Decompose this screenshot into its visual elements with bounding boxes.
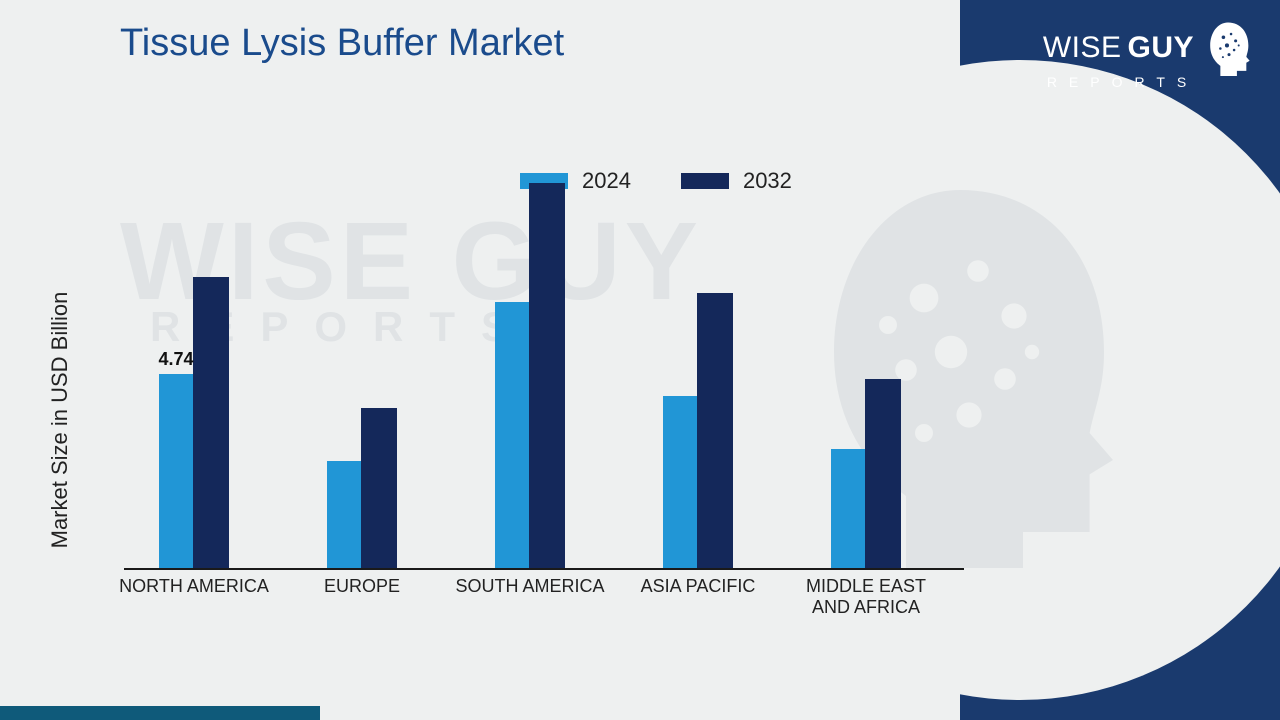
y-axis-label: Market Size in USD Billion: [47, 292, 73, 549]
brand-logo: WISE GUY REPORTS: [1043, 20, 1256, 90]
brand-head-icon: [1200, 20, 1256, 76]
bar-2024: [663, 396, 699, 568]
bar-2032: [193, 277, 229, 568]
bar-2024: [831, 449, 867, 568]
bar-2032: [361, 408, 397, 568]
brand-word-2: GUY: [1127, 31, 1194, 65]
x-axis-label: MIDDLE EAST AND AFRICA: [791, 576, 941, 617]
x-axis-label: SOUTH AMERICA: [455, 576, 605, 597]
chart-title: Tissue Lysis Buffer Market: [120, 22, 564, 65]
bar-2024: [159, 374, 195, 568]
chart-area: Market Size in USD Billion 4.74NORTH AME…: [40, 160, 980, 680]
bar-2032: [865, 379, 901, 568]
x-axis-label: EUROPE: [287, 576, 437, 597]
stage: WISE GUY REPORTS Tissue Lysis Buffer Mar…: [0, 0, 1280, 720]
bottom-accent-bar: [0, 706, 320, 720]
bar-2024: [495, 302, 531, 569]
bar-value-label: 4.74: [158, 349, 193, 370]
bar-2032: [697, 293, 733, 568]
bar-2024: [327, 461, 363, 568]
brand-subtitle: REPORTS: [1047, 74, 1256, 90]
bar-2032: [529, 183, 565, 568]
x-axis-label: NORTH AMERICA: [119, 576, 269, 597]
brand-word-1: WISE: [1043, 31, 1122, 65]
x-axis-label: ASIA PACIFIC: [623, 576, 773, 597]
plot-area: 4.74NORTH AMERICAEUROPESOUTH AMERICAASIA…: [124, 160, 964, 570]
